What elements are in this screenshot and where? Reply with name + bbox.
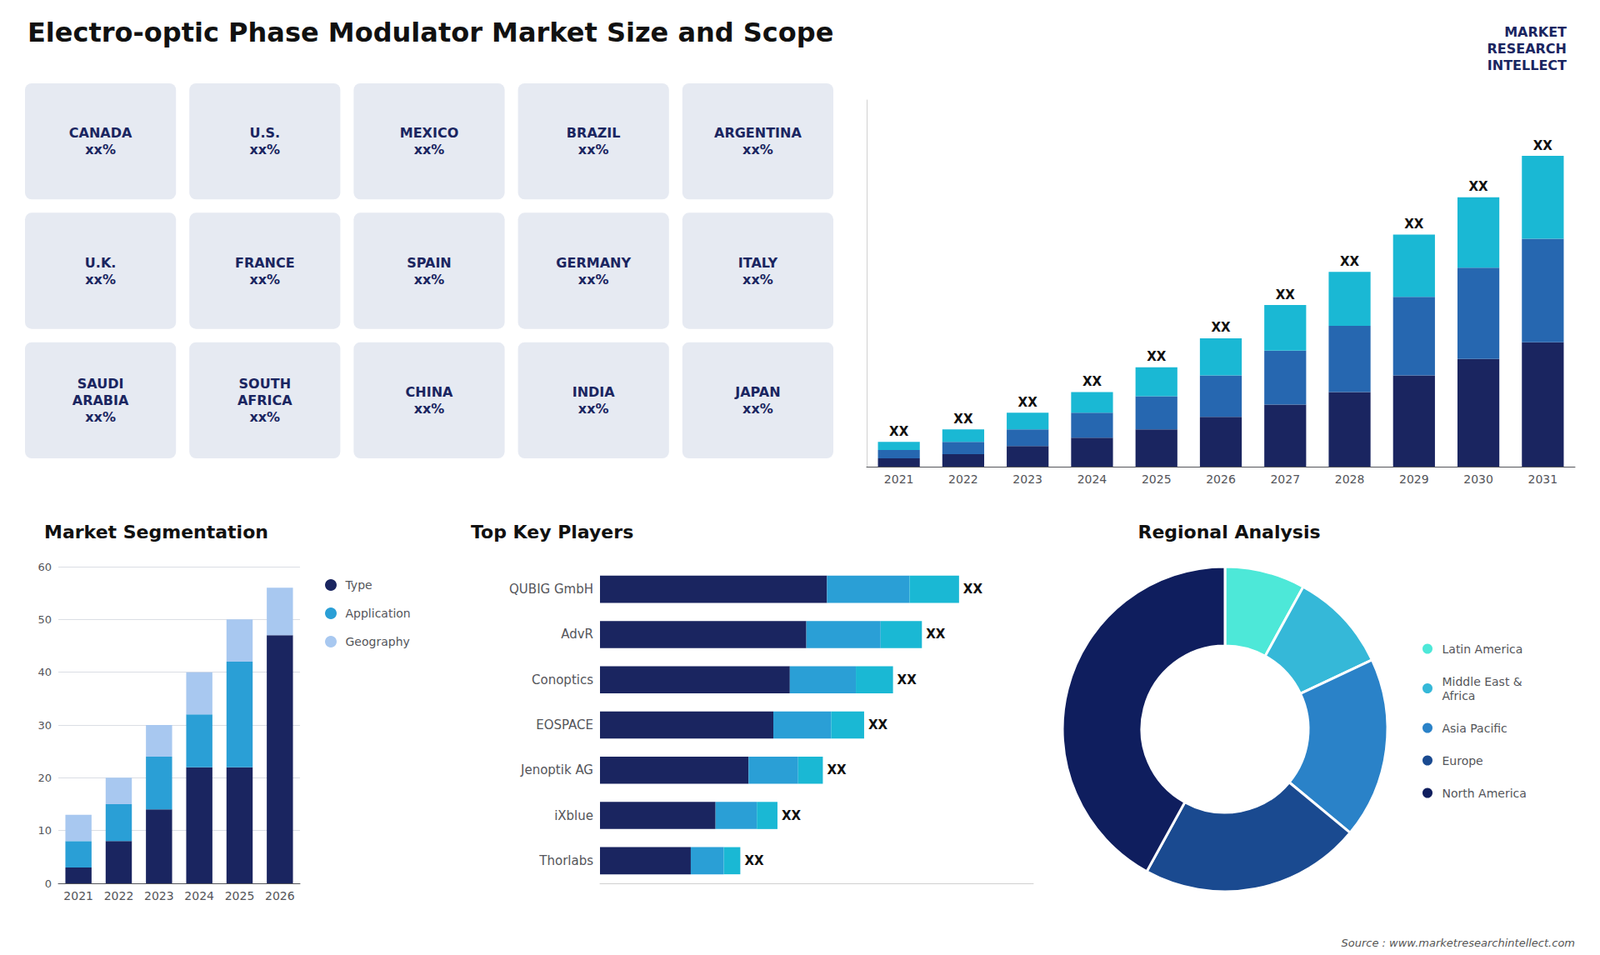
svg-text:50: 50 (37, 613, 52, 626)
svg-text:xx%: xx% (85, 141, 116, 158)
svg-text:xx%: xx% (578, 141, 610, 158)
svg-text:CHINA: CHINA (405, 384, 454, 400)
svg-text:10: 10 (37, 824, 52, 837)
svg-text:2029: 2029 (1399, 472, 1430, 486)
svg-text:Source : www.marketresearchint: Source : www.marketresearchintellect.com (1341, 936, 1576, 950)
svg-text:SAUDI: SAUDI (77, 375, 125, 392)
svg-text:XX: XX (1469, 179, 1490, 195)
svg-text:2021: 2021 (63, 889, 94, 903)
svg-text:2021: 2021 (884, 472, 915, 486)
svg-text:SPAIN: SPAIN (406, 255, 452, 271)
svg-text:ARABIA: ARABIA (72, 392, 130, 409)
svg-text:XX: XX (953, 411, 974, 427)
svg-text:Market Segmentation: Market Segmentation (44, 521, 269, 543)
svg-text:2025: 2025 (1141, 472, 1172, 486)
svg-text:INTELLECT: INTELLECT (1487, 57, 1567, 74)
svg-text:XX: XX (1404, 216, 1425, 232)
svg-text:Application: Application (345, 606, 411, 620)
svg-text:30: 30 (37, 719, 52, 732)
svg-text:2026: 2026 (1205, 472, 1236, 486)
svg-text:SOUTH: SOUTH (239, 375, 291, 392)
svg-text:xx%: xx% (249, 271, 280, 288)
svg-text:INDIA: INDIA (572, 384, 616, 400)
svg-text:iXblue: iXblue (554, 808, 594, 824)
svg-text:Middle East &: Middle East & (1442, 675, 1523, 689)
svg-text:xx%: xx% (85, 409, 116, 425)
svg-text:U.S.: U.S. (249, 125, 280, 141)
svg-text:CANADA: CANADA (69, 125, 133, 141)
svg-text:U.K.: U.K. (85, 255, 117, 271)
svg-text:40: 40 (37, 665, 52, 679)
svg-text:2028: 2028 (1335, 472, 1365, 486)
svg-text:ARGENTINA: ARGENTINA (714, 125, 802, 141)
svg-text:Thorlabs: Thorlabs (538, 853, 594, 869)
svg-text:xx%: xx% (414, 271, 445, 288)
svg-text:2027: 2027 (1270, 472, 1300, 486)
svg-text:XX: XX (1275, 287, 1296, 303)
svg-text:JAPAN: JAPAN (734, 384, 780, 400)
svg-text:60: 60 (37, 560, 52, 574)
svg-text:XX: XX (1210, 320, 1231, 335)
svg-text:GERMANY: GERMANY (555, 255, 631, 271)
svg-text:xx%: xx% (249, 409, 280, 425)
svg-text:xx%: xx% (414, 141, 445, 158)
svg-text:XX: XX (1018, 395, 1039, 410)
svg-text:xx%: xx% (414, 400, 445, 417)
svg-text:2030: 2030 (1463, 472, 1494, 486)
svg-text:MEXICO: MEXICO (400, 125, 459, 141)
svg-text:2024: 2024 (184, 889, 215, 903)
svg-text:2023: 2023 (144, 889, 175, 903)
svg-text:North America: North America (1442, 786, 1527, 800)
svg-text:xx%: xx% (85, 271, 116, 288)
svg-text:XX: XX (781, 808, 802, 824)
svg-text:Asia Pacific: Asia Pacific (1442, 721, 1508, 735)
svg-text:xx%: xx% (578, 271, 610, 288)
svg-text:MARKET: MARKET (1504, 24, 1567, 40)
svg-text:Electro-optic Phase Modulator: Electro-optic Phase Modulator Market Siz… (27, 16, 834, 49)
svg-text:2022: 2022 (948, 472, 979, 486)
svg-text:Type: Type (345, 578, 373, 592)
svg-text:XX: XX (1082, 374, 1103, 390)
svg-text:xx%: xx% (578, 400, 610, 417)
svg-text:AFRICA: AFRICA (237, 392, 293, 409)
svg-text:Europe: Europe (1442, 754, 1484, 768)
svg-text:EOSPACE: EOSPACE (535, 717, 594, 733)
svg-text:Geography: Geography (345, 635, 410, 649)
svg-text:20: 20 (37, 771, 52, 785)
svg-text:2025: 2025 (225, 889, 255, 903)
svg-text:RESEARCH: RESEARCH (1486, 40, 1567, 57)
svg-text:0: 0 (45, 877, 52, 890)
svg-text:2024: 2024 (1077, 472, 1108, 486)
svg-text:Regional Analysis: Regional Analysis (1137, 521, 1320, 543)
svg-text:XX: XX (826, 762, 847, 778)
svg-text:XX: XX (889, 424, 910, 440)
svg-text:2031: 2031 (1528, 472, 1559, 486)
svg-text:FRANCE: FRANCE (235, 255, 295, 271)
svg-text:XX: XX (963, 581, 984, 597)
svg-text:XX: XX (868, 717, 889, 733)
svg-text:2026: 2026 (265, 889, 295, 903)
svg-text:Conoptics: Conoptics (531, 672, 594, 688)
svg-text:XX: XX (1146, 349, 1167, 365)
svg-text:Africa: Africa (1442, 689, 1476, 703)
svg-text:xx%: xx% (742, 271, 774, 288)
svg-text:XX: XX (925, 626, 946, 642)
svg-text:xx%: xx% (249, 141, 280, 158)
svg-text:xx%: xx% (742, 141, 774, 158)
svg-text:XX: XX (1340, 254, 1360, 270)
svg-text:ITALY: ITALY (738, 255, 779, 271)
svg-text:XX: XX (744, 853, 765, 869)
svg-text:2022: 2022 (104, 889, 135, 903)
svg-text:Latin America: Latin America (1442, 642, 1524, 656)
svg-text:xx%: xx% (742, 400, 774, 417)
svg-text:Top Key Players: Top Key Players (470, 521, 634, 543)
svg-text:BRAZIL: BRAZIL (566, 125, 621, 141)
svg-text:QUBIG GmbH: QUBIG GmbH (509, 581, 594, 597)
svg-text:XX: XX (897, 672, 918, 688)
svg-text:XX: XX (1533, 138, 1554, 154)
svg-text:AdvR: AdvR (560, 626, 594, 642)
svg-text:2023: 2023 (1012, 472, 1043, 486)
svg-text:Jenoptik AG: Jenoptik AG (520, 762, 594, 778)
